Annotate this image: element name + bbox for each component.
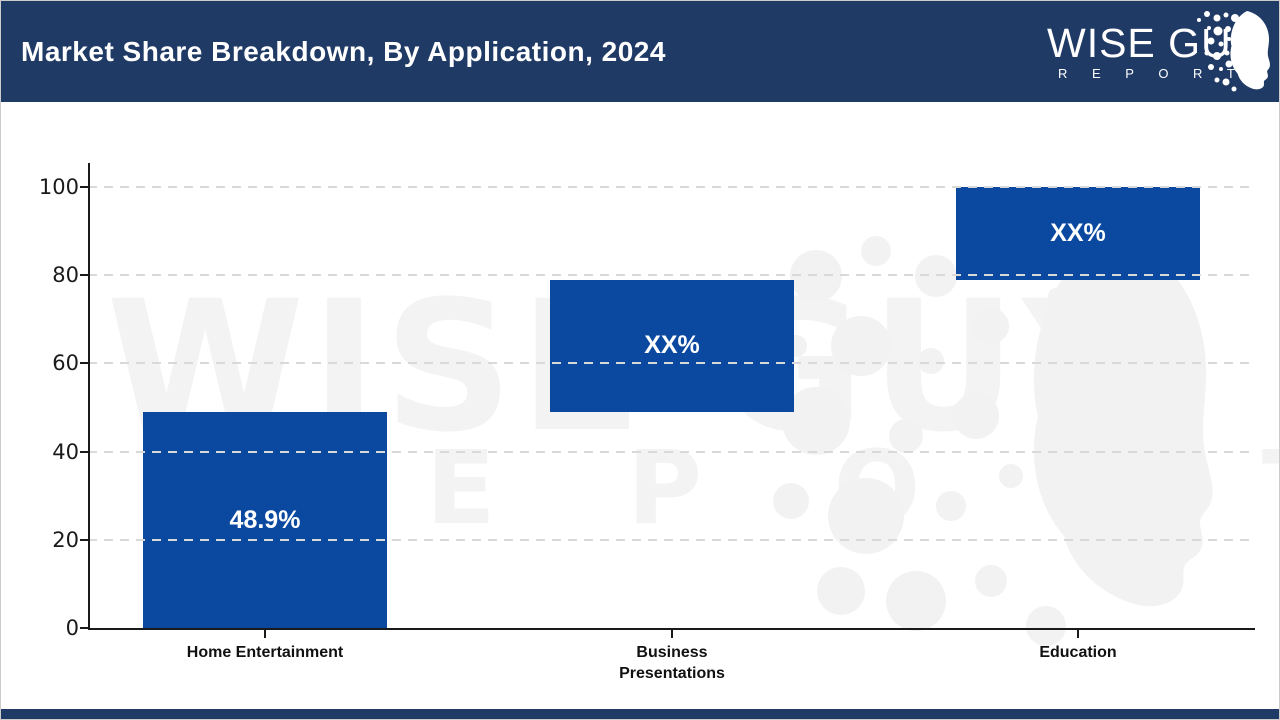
gridline-60 [88,362,1254,365]
x-tick-mark [264,630,266,638]
x-axis-label-line: Education [1039,644,1117,661]
gridline-80 [88,274,1254,277]
y-tick-label: 60 [52,351,79,376]
bar-value-label: XX% [1050,218,1106,247]
bar-segment-3: XX% [956,187,1200,280]
bar-segment-2: XX% [550,279,794,413]
y-tick-label: 80 [52,263,79,288]
y-tick-mark [80,362,88,365]
y-tick-label: 100 [38,175,79,199]
wise-guy-reports-logo: WISE GUY R E P O R T S [1047,11,1273,92]
y-tick-mark [80,538,88,541]
footer-bar [1,709,1279,719]
gridline-20 [88,538,1254,541]
y-tick-mark [80,274,88,277]
x-axis-label-line: Home Entertainment [186,644,344,661]
logo-brand-text: WISE GUY [1047,20,1260,66]
x-axis-label-line: Presentations [619,665,725,682]
gridline-100 [88,186,1254,188]
logo-dotted-face-icon [1197,11,1270,92]
y-tick-mark [80,627,88,629]
y-axis-spine [88,163,90,630]
bar-segment-1: 48.9% [143,412,387,628]
x-axis-label-line: Business [636,644,708,661]
bar-value-label: 48.9% [229,505,301,534]
page-title: Market Share Breakdown, By Application, … [21,36,666,67]
y-tick-label: 20 [52,527,79,552]
y-tick-mark [80,450,88,453]
x-axis-label-business-presentations: Business Presentations [542,642,802,684]
watermark-dotted-face-icon [773,236,1213,646]
y-tick-label: 40 [52,439,79,464]
x-axis-label-education: Education [948,642,1208,663]
x-axis-spine [88,628,1255,630]
bar-value-label: XX% [644,331,700,360]
y-tick-label: 0 [65,616,79,640]
x-axis-label-home-entertainment: Home Entertainment [135,642,395,663]
x-tick-mark [671,630,673,638]
header-bar: Market Share Breakdown, By Application, … [1,1,1279,102]
x-tick-mark [1077,630,1079,638]
gridline-40 [88,450,1254,453]
y-tick-mark [80,186,88,188]
logo-reports-text: R E P O R T S [1058,66,1273,81]
